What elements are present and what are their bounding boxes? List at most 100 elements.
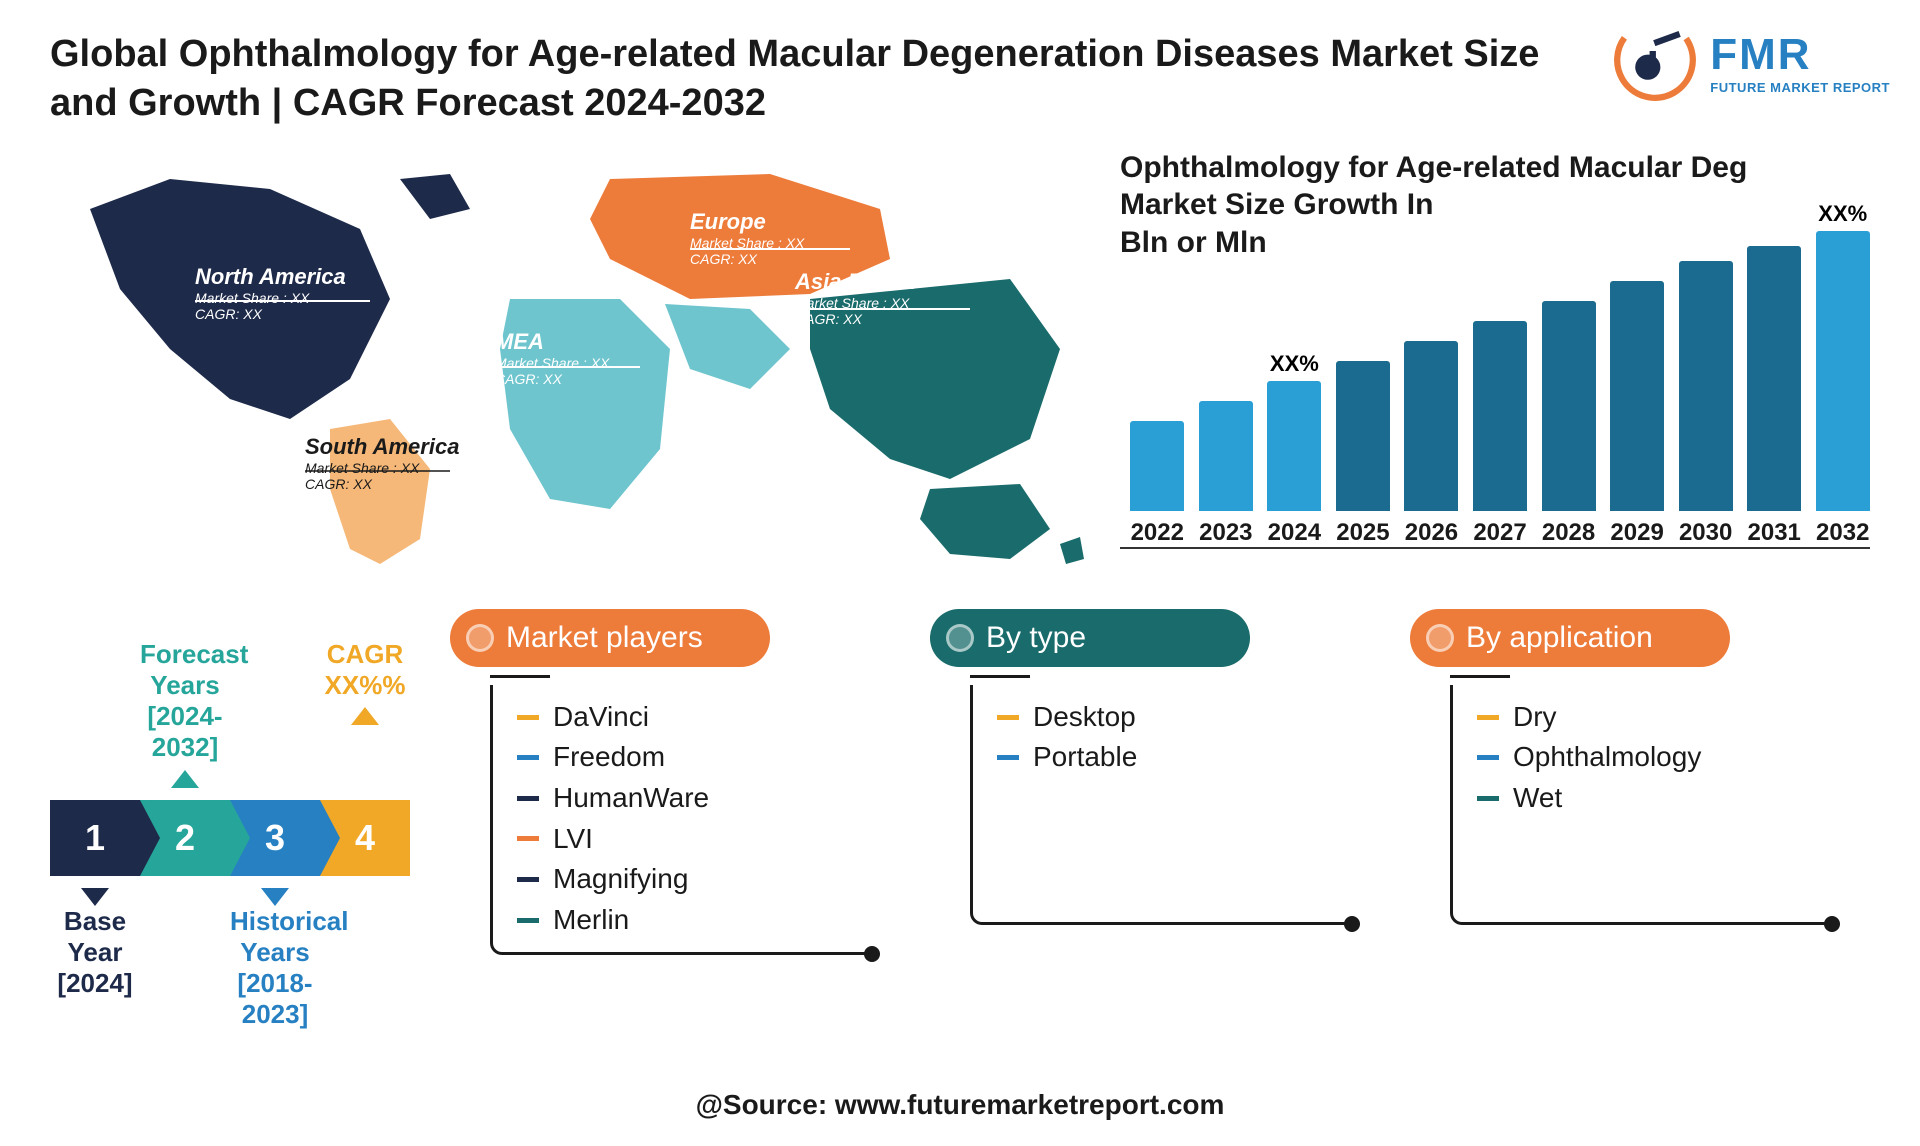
timeline: Forecast Years [2024-2032] CAGR XX%% 123… <box>50 609 410 1031</box>
bar-column: 2031 <box>1747 216 1802 547</box>
segment-item: Magnifying <box>517 859 870 900</box>
segment-header: Market players <box>450 609 770 667</box>
bar <box>1130 421 1184 511</box>
bar <box>1610 281 1664 511</box>
bar-column: 2028 <box>1541 271 1596 547</box>
bar-column: 2027 <box>1473 291 1528 547</box>
timeline-segment: 1 <box>50 800 140 876</box>
bar-year-label: 2026 <box>1405 519 1458 547</box>
bar-year-label: 2025 <box>1336 519 1389 547</box>
logo: FMR FUTURE MARKET REPORT <box>1610 15 1890 110</box>
region-label: South America Market Share : XX CAGR: XX <box>305 434 459 492</box>
mid-row: North America Market Share : XX CAGR: XX… <box>50 149 1870 569</box>
segment-item: Ophthalmology <box>1477 737 1830 778</box>
bar-year-label: 2023 <box>1199 519 1252 547</box>
dash-icon <box>517 715 539 720</box>
segment-item: Desktop <box>997 697 1350 738</box>
bar <box>1404 341 1458 511</box>
logo-sub: FUTURE MARKET REPORT <box>1710 80 1890 95</box>
bar <box>1816 231 1870 511</box>
segment-item: Freedom <box>517 737 870 778</box>
bar-year-label: 2029 <box>1610 519 1663 547</box>
segment-box: By application DryOphthalmologyWet <box>1410 609 1870 1031</box>
dash-icon <box>1477 796 1499 801</box>
segment-item-label: Freedom <box>553 737 665 778</box>
bar-year-label: 2030 <box>1679 519 1732 547</box>
segment-item-label: Wet <box>1513 778 1562 819</box>
bar-column: 2023 <box>1199 371 1254 547</box>
bar <box>1267 381 1321 511</box>
dash-icon <box>517 918 539 923</box>
source-text: @Source: www.futuremarketreport.com <box>696 1089 1225 1121</box>
segment-item-label: Dry <box>1513 697 1557 738</box>
segment-item: Dry <box>1477 697 1830 738</box>
segment-item-label: Desktop <box>1033 697 1136 738</box>
bar <box>1336 361 1390 511</box>
cagr-value: XX%% <box>320 670 410 701</box>
segment-bracket: DesktopPortable <box>970 685 1350 925</box>
bar <box>1747 246 1801 511</box>
segment-box: By type DesktopPortable <box>930 609 1390 1031</box>
bar-year-label: 2022 <box>1131 519 1184 547</box>
segment-bracket: DryOphthalmologyWet <box>1450 685 1830 925</box>
segment-item: HumanWare <box>517 778 870 819</box>
bar-column: 2025 <box>1336 331 1391 547</box>
segment-item-label: DaVinci <box>553 697 649 738</box>
segment-item: Wet <box>1477 778 1830 819</box>
segment-header: By type <box>930 609 1250 667</box>
forecast-range: [2024-2032] <box>140 701 230 763</box>
timeline-bar: 1234 <box>50 800 410 876</box>
dash-icon <box>517 877 539 882</box>
base-label: Base Year <box>50 906 140 968</box>
header: Global Ophthalmology for Age-related Mac… <box>50 30 1870 129</box>
bar-column: 2029 <box>1610 251 1665 547</box>
segment-item-label: HumanWare <box>553 778 709 819</box>
page-title: Global Ophthalmology for Age-related Mac… <box>50 30 1600 129</box>
chart-bars: 2022 2023 XX% 2024 2025 2026 2027 2028 2… <box>1120 269 1870 549</box>
segment-item: Merlin <box>517 900 870 941</box>
segment-item-label: Ophthalmology <box>1513 737 1701 778</box>
dash-icon <box>517 836 539 841</box>
segment-item-label: LVI <box>553 819 593 860</box>
bar-column: XX% 2032 <box>1815 201 1870 547</box>
logo-icon <box>1610 15 1700 110</box>
logo-text: FMR FUTURE MARKET REPORT <box>1710 30 1890 95</box>
bar-column: XX% 2024 <box>1267 351 1322 547</box>
segment-bracket: DaVinciFreedomHumanWareLVIMagnifyingMerl… <box>490 685 870 956</box>
bar-year-label: 2027 <box>1473 519 1526 547</box>
segment-item: LVI <box>517 819 870 860</box>
dash-icon <box>1477 715 1499 720</box>
dash-icon <box>1477 755 1499 760</box>
base-range: [2024] <box>50 968 140 999</box>
bar-column: 2022 <box>1130 391 1185 547</box>
bar-chart: Ophthalmology for Age-related Macular De… <box>1120 149 1870 569</box>
logo-main: FMR <box>1710 30 1890 80</box>
bar <box>1473 321 1527 511</box>
bar-annotation: XX% <box>1818 201 1867 227</box>
dash-icon <box>997 715 1019 720</box>
bar-year-label: 2031 <box>1748 519 1801 547</box>
segment-header: By application <box>1410 609 1730 667</box>
bar <box>1542 301 1596 511</box>
segment-item: Portable <box>997 737 1350 778</box>
bar-year-label: 2032 <box>1816 519 1869 547</box>
bar-annotation: XX% <box>1270 351 1319 377</box>
segment-item-label: Merlin <box>553 900 629 941</box>
dash-icon <box>997 755 1019 760</box>
bar-column: 2026 <box>1404 311 1459 547</box>
dash-icon <box>517 755 539 760</box>
bar-column: 2030 <box>1678 231 1733 547</box>
segments: Market players DaVinciFreedomHumanWareLVI… <box>450 609 1870 1031</box>
cagr-label: CAGR <box>320 639 410 670</box>
bottom-row: Forecast Years [2024-2032] CAGR XX%% 123… <box>50 609 1870 1031</box>
region-label: MEA Market Share : XX CAGR: XX <box>495 329 609 387</box>
forecast-label: Forecast Years <box>140 639 230 701</box>
bar-year-label: 2028 <box>1542 519 1595 547</box>
region-label: Europe Market Share : XX CAGR: XX <box>690 209 804 267</box>
bar <box>1199 401 1253 511</box>
hist-range: [2018-2023] <box>230 968 320 1030</box>
region-label: Asia Pacific Market Share : XX CAGR: XX <box>795 269 919 327</box>
world-map: North America Market Share : XX CAGR: XX… <box>50 149 1090 569</box>
region-label: North America Market Share : XX CAGR: XX <box>195 264 346 322</box>
bar-year-label: 2024 <box>1268 519 1321 547</box>
